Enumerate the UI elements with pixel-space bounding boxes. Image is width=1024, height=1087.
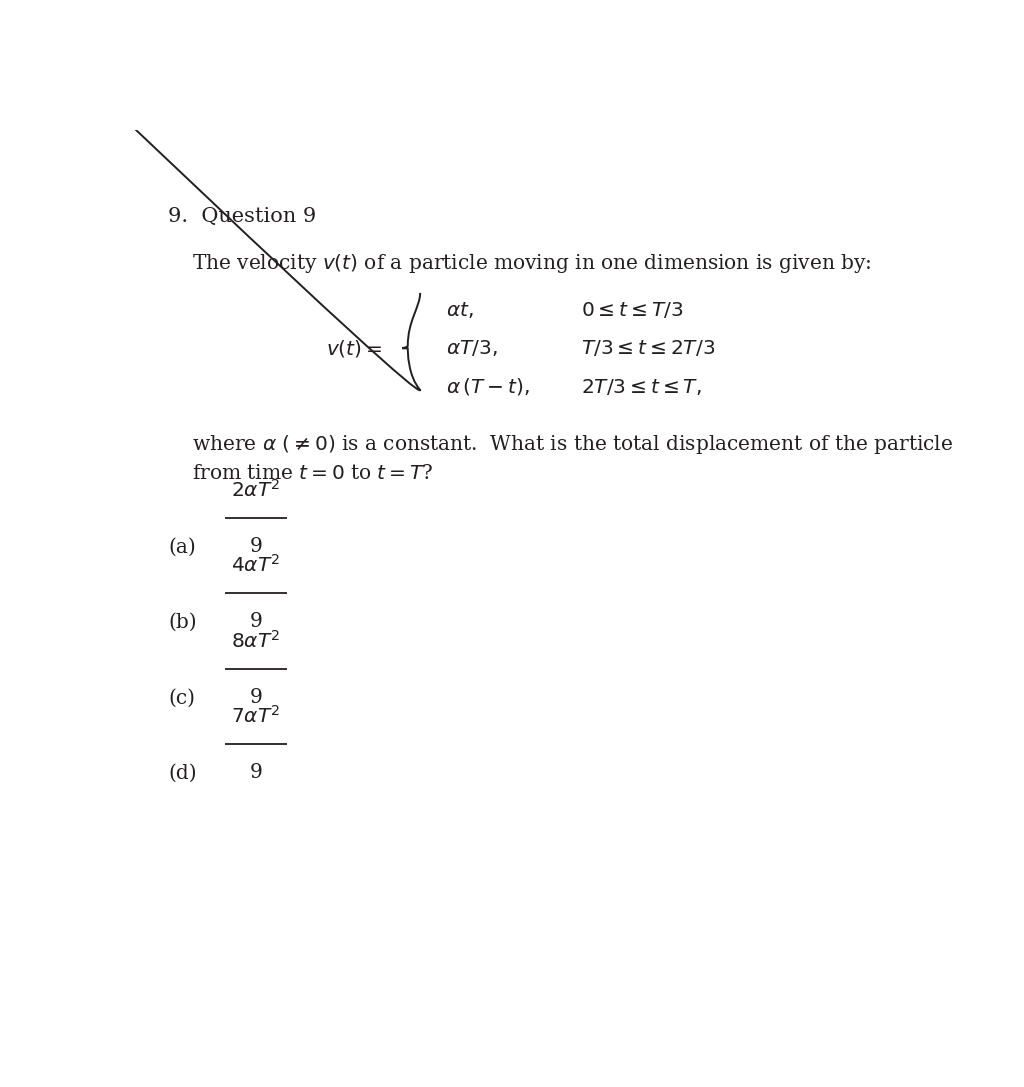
Text: (d): (d) [168,764,197,783]
Text: $\alpha\,(T - t),$: $\alpha\,(T - t),$ [445,376,529,398]
Text: $4\alpha T^2$: $4\alpha T^2$ [231,554,281,576]
Text: $0 \leq t \leq T/3$: $0 \leq t \leq T/3$ [582,300,684,320]
Text: 9: 9 [250,537,262,555]
Text: (a): (a) [168,537,196,557]
Text: $T/3 \leq t \leq 2T/3$: $T/3 \leq t \leq 2T/3$ [582,338,716,359]
Text: $2T/3 \leq t \leq T,$: $2T/3 \leq t \leq T,$ [582,377,702,397]
Text: $8\alpha T^2$: $8\alpha T^2$ [231,629,281,652]
Text: 9: 9 [250,763,262,783]
Text: $7\alpha T^2$: $7\alpha T^2$ [231,705,281,727]
Text: 9.  Question 9: 9. Question 9 [168,208,316,226]
Text: where $\alpha$ $(\neq 0)$ is a constant.  What is the total displacement of the : where $\alpha$ $(\neq 0)$ is a constant.… [191,433,952,457]
Text: 9: 9 [250,688,262,707]
Text: $v(t) =$: $v(t) =$ [326,338,382,359]
Text: $\alpha T/3,$: $\alpha T/3,$ [445,338,498,359]
Text: (b): (b) [168,613,197,632]
Text: $2\alpha T^2$: $2\alpha T^2$ [231,479,281,501]
Text: from time $t = 0$ to $t = T$?: from time $t = 0$ to $t = T$? [191,464,433,483]
Text: The velocity $v(t)$ of a particle moving in one dimension is given by:: The velocity $v(t)$ of a particle moving… [191,252,871,275]
Text: 9: 9 [250,612,262,632]
Text: (c): (c) [168,688,196,708]
Text: $\alpha t,$: $\alpha t,$ [445,300,473,320]
